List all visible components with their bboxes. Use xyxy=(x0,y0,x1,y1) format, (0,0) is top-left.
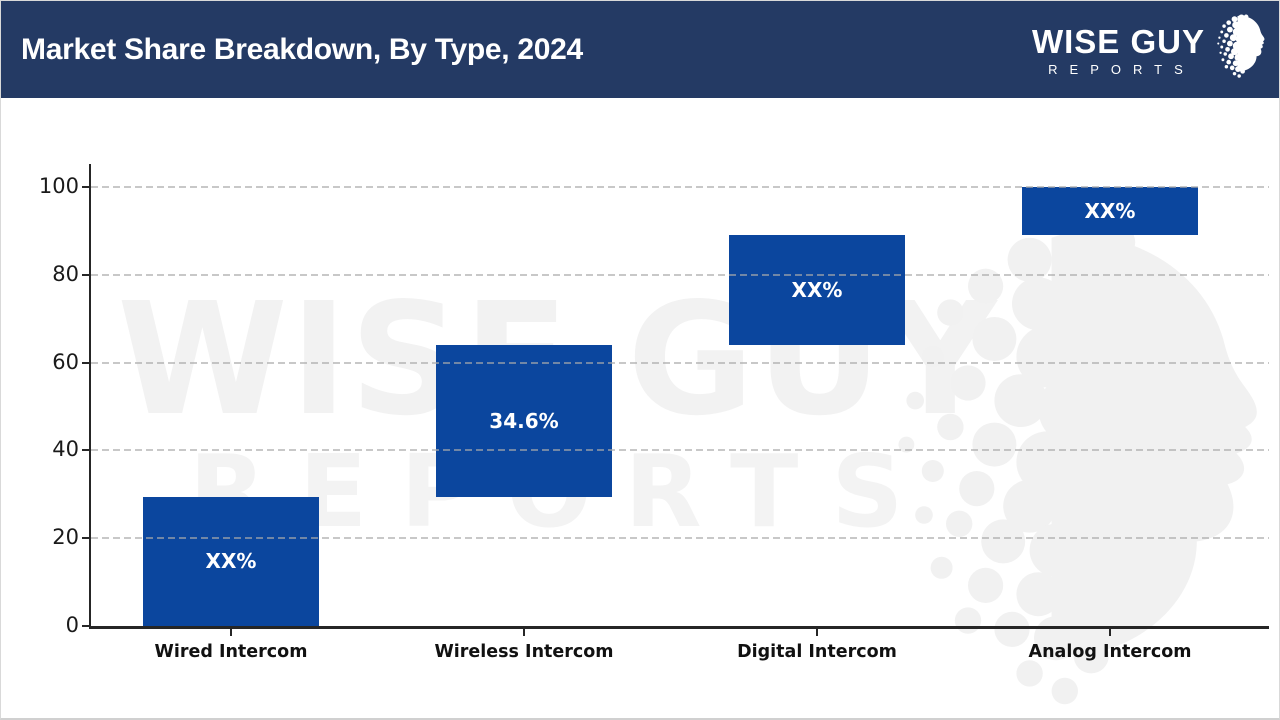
dotted-head-icon xyxy=(1209,9,1267,85)
y-axis-tick-label: 100 xyxy=(38,174,79,198)
bar-segment xyxy=(1022,187,1198,236)
y-axis-tick xyxy=(82,625,89,627)
y-axis-tick-label: 0 xyxy=(65,613,79,637)
bar-value-label: XX% xyxy=(1084,199,1136,224)
x-axis-tick xyxy=(1109,628,1111,636)
x-axis-tick xyxy=(816,628,818,636)
grid-line xyxy=(91,361,1269,364)
x-axis-tick xyxy=(523,628,525,636)
x-axis-category-label: Wireless Intercom xyxy=(434,642,614,662)
y-axis-tick-label: 40 xyxy=(52,437,79,462)
x-axis-category-label: Digital Intercom xyxy=(737,642,897,662)
y-axis-tick-label: 20 xyxy=(52,525,79,550)
y-axis-tick-label: 80 xyxy=(52,261,79,286)
x-axis-spine xyxy=(89,626,1269,629)
y-axis-tick xyxy=(82,273,89,276)
bar-segment xyxy=(729,235,905,346)
brand-logo: WISE GUY REPORTS xyxy=(1032,9,1267,85)
grid-line xyxy=(91,186,1269,188)
page-title: Market Share Breakdown, By Type, 2024 xyxy=(21,32,583,66)
logo-wordmark: WISE GUY xyxy=(1031,23,1205,60)
x-axis-category-label: Analog Intercom xyxy=(1028,642,1192,662)
bar-value-label: 34.6% xyxy=(489,408,559,433)
x-axis-tick xyxy=(230,628,232,636)
logo-subtext: REPORTS xyxy=(1048,62,1195,77)
grid-line xyxy=(91,537,1269,540)
brand-logo-text: WISE GUY REPORTS xyxy=(1032,23,1205,77)
y-axis-tick xyxy=(82,449,89,452)
y-axis-tick xyxy=(82,186,89,188)
bar-value-label: XX% xyxy=(791,278,843,303)
bar-value-label: XX% xyxy=(205,549,257,574)
bar-segment xyxy=(436,345,612,497)
grid-line xyxy=(91,273,1269,276)
bar-segment xyxy=(143,496,319,626)
header-bar: Market Share Breakdown, By Type, 2024 WI… xyxy=(1,1,1279,98)
grid-line xyxy=(91,449,1269,452)
y-axis-spine xyxy=(89,164,91,628)
y-axis-tick xyxy=(82,361,89,364)
y-axis-tick xyxy=(82,537,89,540)
y-axis-tick-label: 60 xyxy=(52,349,79,374)
x-axis-category-label: Wired Intercom xyxy=(154,642,308,662)
